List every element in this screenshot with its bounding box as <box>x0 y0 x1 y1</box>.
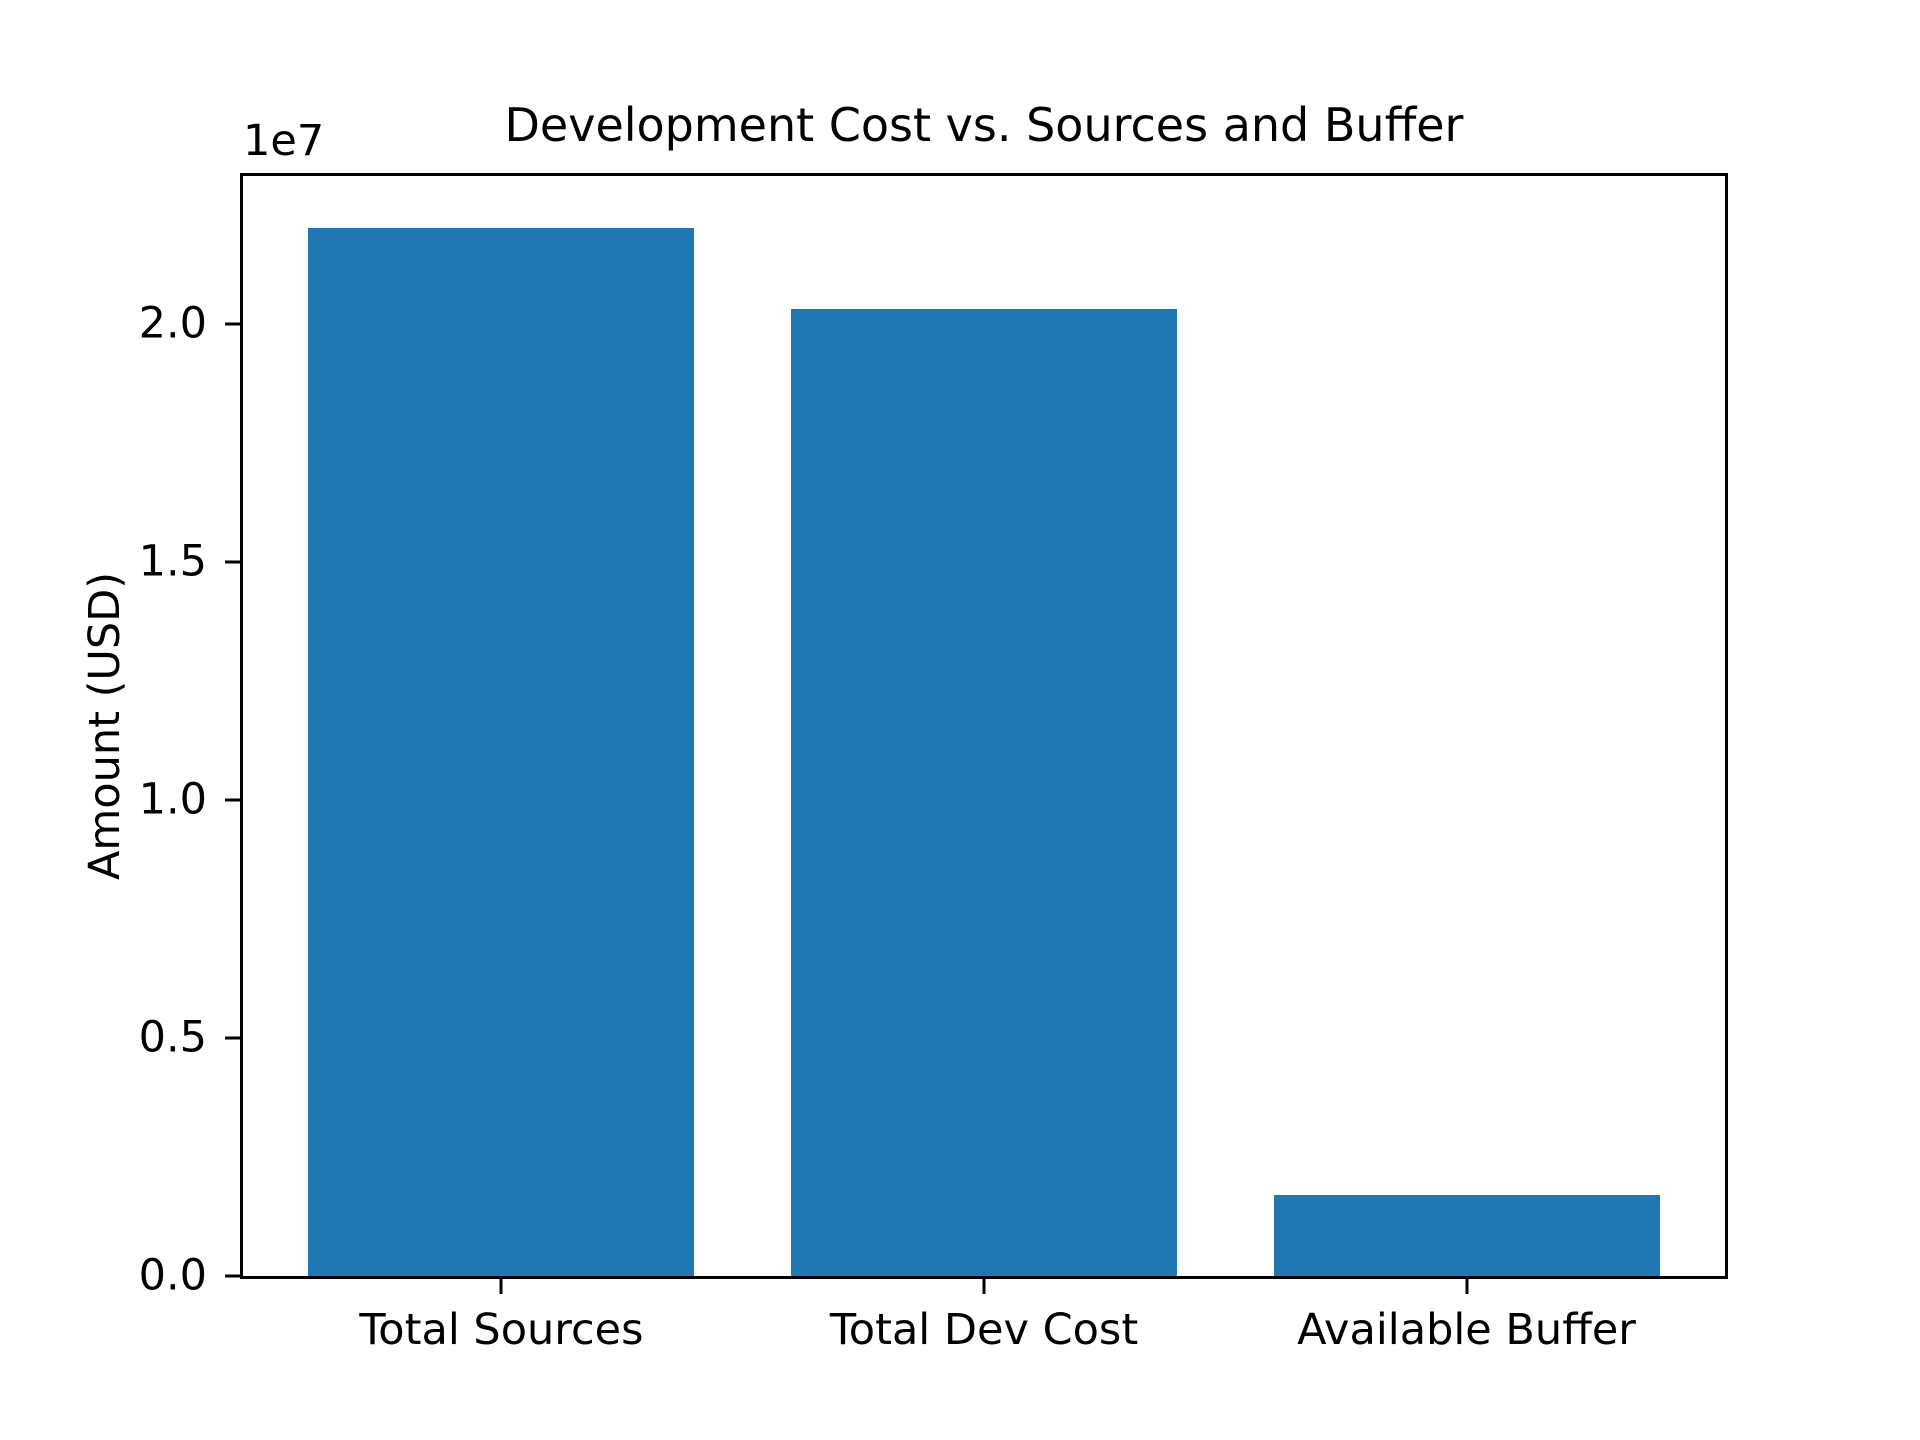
y-tick-mark <box>225 560 243 564</box>
y-tick-label: 0.5 <box>138 1012 207 1063</box>
y-axis-label: Amount (USD) <box>80 571 130 881</box>
x-tick-mark <box>982 1276 986 1294</box>
y-axis-offset-label: 1e7 <box>243 116 325 166</box>
y-tick-label: 1.0 <box>138 774 207 825</box>
bar-total-sources <box>308 228 695 1276</box>
y-tick-mark <box>225 798 243 802</box>
x-tick-label-total-dev-cost: Total Dev Cost <box>829 1305 1139 1355</box>
y-tick-label: 0.0 <box>138 1250 207 1301</box>
x-tick-label-total-sources: Total Sources <box>359 1305 644 1355</box>
x-tick-mark <box>1465 1276 1469 1294</box>
bar-total-dev-cost <box>790 309 1177 1276</box>
x-tick-label-available-buffer: Available Buffer <box>1297 1305 1636 1355</box>
chart-title: Development Cost vs. Sources and Buffer <box>504 98 1464 152</box>
plot-area: 0.0 0.5 1.0 1.5 2.0 Total Sources Total Dev Co… <box>139 173 1728 1355</box>
y-tick-mark <box>225 1036 243 1040</box>
y-tick-mark <box>225 322 243 326</box>
y-tick-mark <box>225 1274 243 1278</box>
bar-available-buffer <box>1273 1195 1660 1276</box>
x-tick-mark <box>499 1276 503 1294</box>
y-tick-label: 1.5 <box>138 536 207 587</box>
y-tick-label: 2.0 <box>138 298 207 349</box>
